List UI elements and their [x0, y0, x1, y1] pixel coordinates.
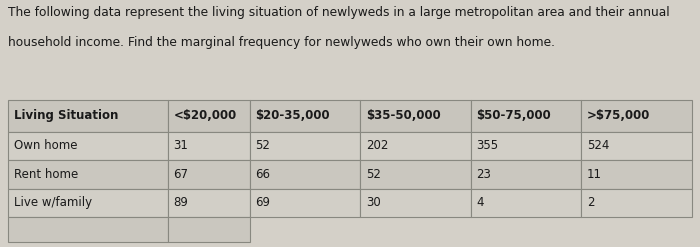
- Text: household income. Find the marginal frequency for newlyweds who own their own ho: household income. Find the marginal freq…: [8, 36, 555, 49]
- Text: 89: 89: [174, 196, 188, 209]
- Bar: [168, 188, 250, 217]
- Bar: [470, 188, 581, 217]
- Text: 30: 30: [366, 196, 381, 209]
- Bar: [360, 160, 470, 188]
- Bar: [168, 132, 250, 160]
- Text: 66: 66: [256, 168, 270, 181]
- Bar: [581, 132, 692, 160]
- Bar: [250, 100, 360, 132]
- Text: 23: 23: [476, 168, 491, 181]
- Bar: [8, 160, 168, 188]
- Text: $20-35,000: $20-35,000: [256, 109, 330, 122]
- Text: 355: 355: [476, 139, 498, 152]
- Text: 4: 4: [476, 196, 484, 209]
- Text: <$20,000: <$20,000: [174, 109, 237, 122]
- Bar: [250, 160, 360, 188]
- Bar: [8, 217, 168, 242]
- Bar: [250, 188, 360, 217]
- Text: 31: 31: [174, 139, 188, 152]
- Text: $35-50,000: $35-50,000: [366, 109, 440, 122]
- Text: 69: 69: [256, 196, 270, 209]
- Text: 11: 11: [587, 168, 602, 181]
- Bar: [470, 100, 581, 132]
- Bar: [360, 100, 470, 132]
- Text: Rent home: Rent home: [14, 168, 78, 181]
- Bar: [168, 160, 250, 188]
- Text: Own home: Own home: [14, 139, 78, 152]
- Bar: [168, 100, 250, 132]
- Text: $50-75,000: $50-75,000: [476, 109, 551, 122]
- Bar: [168, 217, 250, 242]
- Bar: [470, 132, 581, 160]
- Bar: [8, 188, 168, 217]
- Text: 52: 52: [366, 168, 381, 181]
- Bar: [360, 188, 470, 217]
- Text: 2: 2: [587, 196, 594, 209]
- Bar: [250, 132, 360, 160]
- Bar: [581, 188, 692, 217]
- Text: 202: 202: [366, 139, 389, 152]
- Text: Live w/family: Live w/family: [14, 196, 92, 209]
- Text: Living Situation: Living Situation: [14, 109, 118, 122]
- Bar: [360, 132, 470, 160]
- Bar: [470, 160, 581, 188]
- Bar: [581, 160, 692, 188]
- Bar: [8, 100, 168, 132]
- Text: >$75,000: >$75,000: [587, 109, 650, 122]
- Text: 52: 52: [256, 139, 270, 152]
- Bar: [8, 132, 168, 160]
- Text: 67: 67: [174, 168, 188, 181]
- Text: The following data represent the living situation of newlyweds in a large metrop: The following data represent the living …: [8, 6, 670, 19]
- Bar: [581, 100, 692, 132]
- Text: 524: 524: [587, 139, 609, 152]
